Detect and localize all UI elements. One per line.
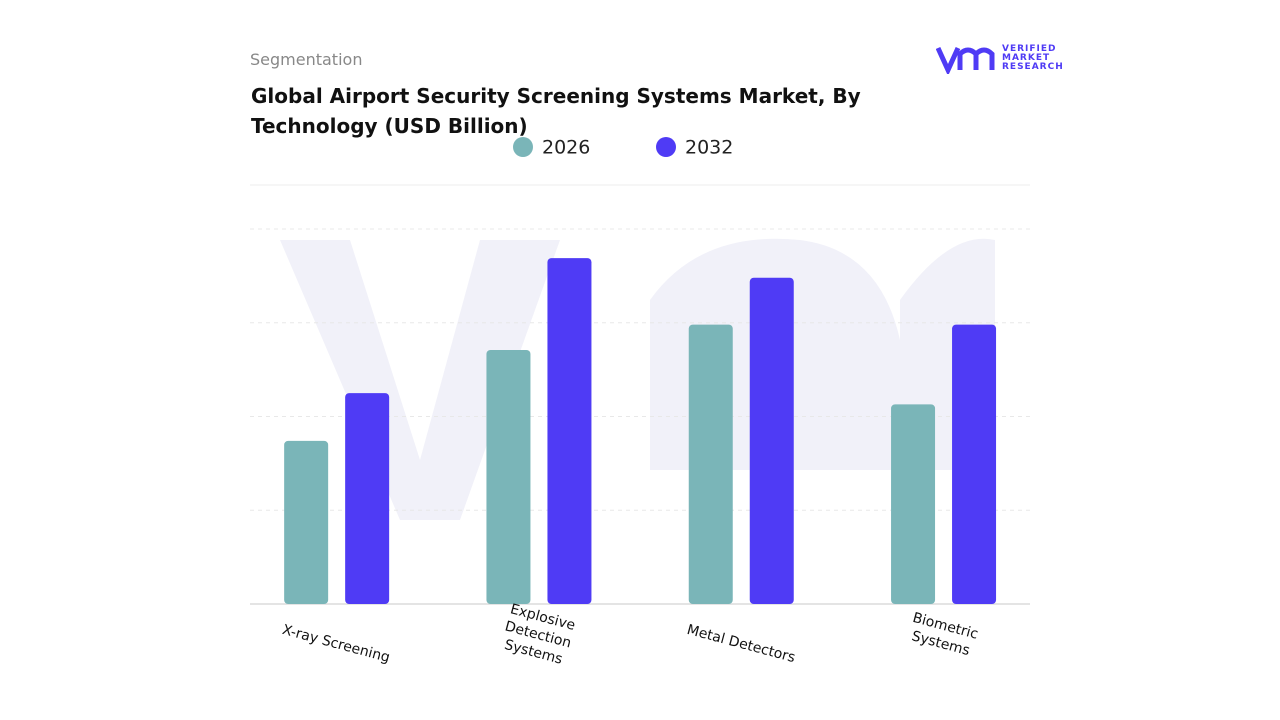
bar [749, 277, 794, 604]
bar [284, 440, 329, 604]
bar [952, 324, 997, 604]
bar [891, 404, 936, 604]
logo-text: VERIFIED MARKET RESEARCH [1002, 45, 1064, 72]
chart-title: Global Airport Security Screening System… [251, 84, 861, 138]
bar [486, 349, 531, 604]
section-label: Segmentation [250, 50, 363, 69]
logo-line: MARKET [1002, 53, 1051, 63]
logo-line: VERIFIED [1002, 44, 1057, 54]
bar [547, 258, 592, 604]
legend-swatch [656, 137, 676, 157]
logo-line: RESEARCH [1002, 62, 1064, 72]
legend-label: 2026 [542, 137, 590, 159]
watermark [280, 238, 995, 520]
bar [345, 393, 390, 604]
bar [688, 324, 733, 604]
legend-swatch [513, 137, 533, 157]
legend-label: 2032 [685, 137, 733, 159]
logo-mark [936, 46, 995, 74]
